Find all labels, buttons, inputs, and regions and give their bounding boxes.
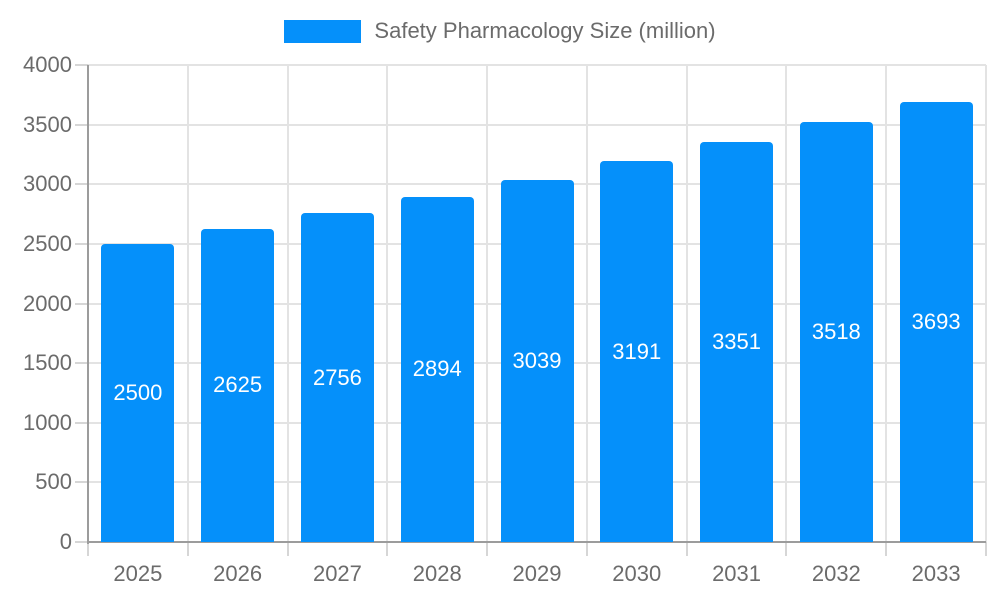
x-tick-label: 2032 [811,561,861,586]
x-tick-label: 2031 [712,561,762,586]
y-gridline [88,123,986,126]
y-axis-tick [75,123,88,126]
bar[interactable] [500,179,574,542]
x-gridline [985,65,987,542]
x-axis-tick [885,542,888,556]
x-tick-label: 2033 [911,561,961,586]
x-tick-label: 2028 [412,561,462,586]
x-tick-label: 2030 [612,561,662,586]
y-tick-label: 2000 [23,290,72,316]
x-axis-tick [386,542,389,556]
bar[interactable] [799,122,873,542]
bar[interactable] [300,213,374,542]
x-tick-label: 2029 [512,561,562,586]
x-axis-tick [685,542,688,556]
x-axis-tick [785,542,788,556]
y-axis-tick [75,242,88,245]
x-gridline [386,65,389,542]
x-gridline [885,65,888,542]
y-axis-line [87,65,89,544]
x-axis-tick [87,542,89,556]
bar[interactable] [400,196,474,542]
x-axis-tick [186,542,189,556]
x-tick-label: 2026 [213,561,263,586]
bar[interactable] [600,161,674,542]
y-axis-tick [75,421,88,424]
y-axis-tick [75,183,88,186]
x-gridline [186,65,189,542]
y-tick-label: 4000 [23,52,72,77]
y-tick-label: 2500 [23,230,72,256]
x-gridline [685,65,688,542]
x-axis-tick [286,542,289,556]
y-tick-label: 3000 [23,171,72,197]
x-gridline [486,65,489,542]
x-gridline [585,65,588,542]
y-tick-label: 1000 [23,409,72,435]
x-axis-line [88,541,986,543]
y-axis-tick [75,481,88,484]
x-axis-tick [486,542,489,556]
legend-label[interactable]: Safety Pharmacology Size (million) [374,18,716,43]
y-axis-tick [75,541,88,543]
y-tick-label: 1500 [23,350,72,376]
x-tick-label: 2027 [312,561,362,586]
bar[interactable] [201,228,275,542]
bar[interactable] [700,142,774,542]
bar[interactable] [899,101,973,542]
x-axis-tick [985,542,987,556]
y-axis-tick [75,64,88,66]
bar[interactable] [101,243,175,542]
x-gridline [785,65,788,542]
y-tick-label: 3500 [23,111,72,137]
legend-swatch[interactable] [284,19,362,43]
y-tick-label: 500 [35,469,72,495]
x-tick-label: 2025 [113,561,163,586]
legend[interactable]: Safety Pharmacology Size (million) [0,16,1000,46]
y-gridline [88,64,986,66]
x-gridline [286,65,289,542]
y-axis-tick [75,362,88,365]
x-axis-tick [585,542,588,556]
y-tick-label: 0 [59,529,72,554]
y-axis-tick [75,302,88,305]
